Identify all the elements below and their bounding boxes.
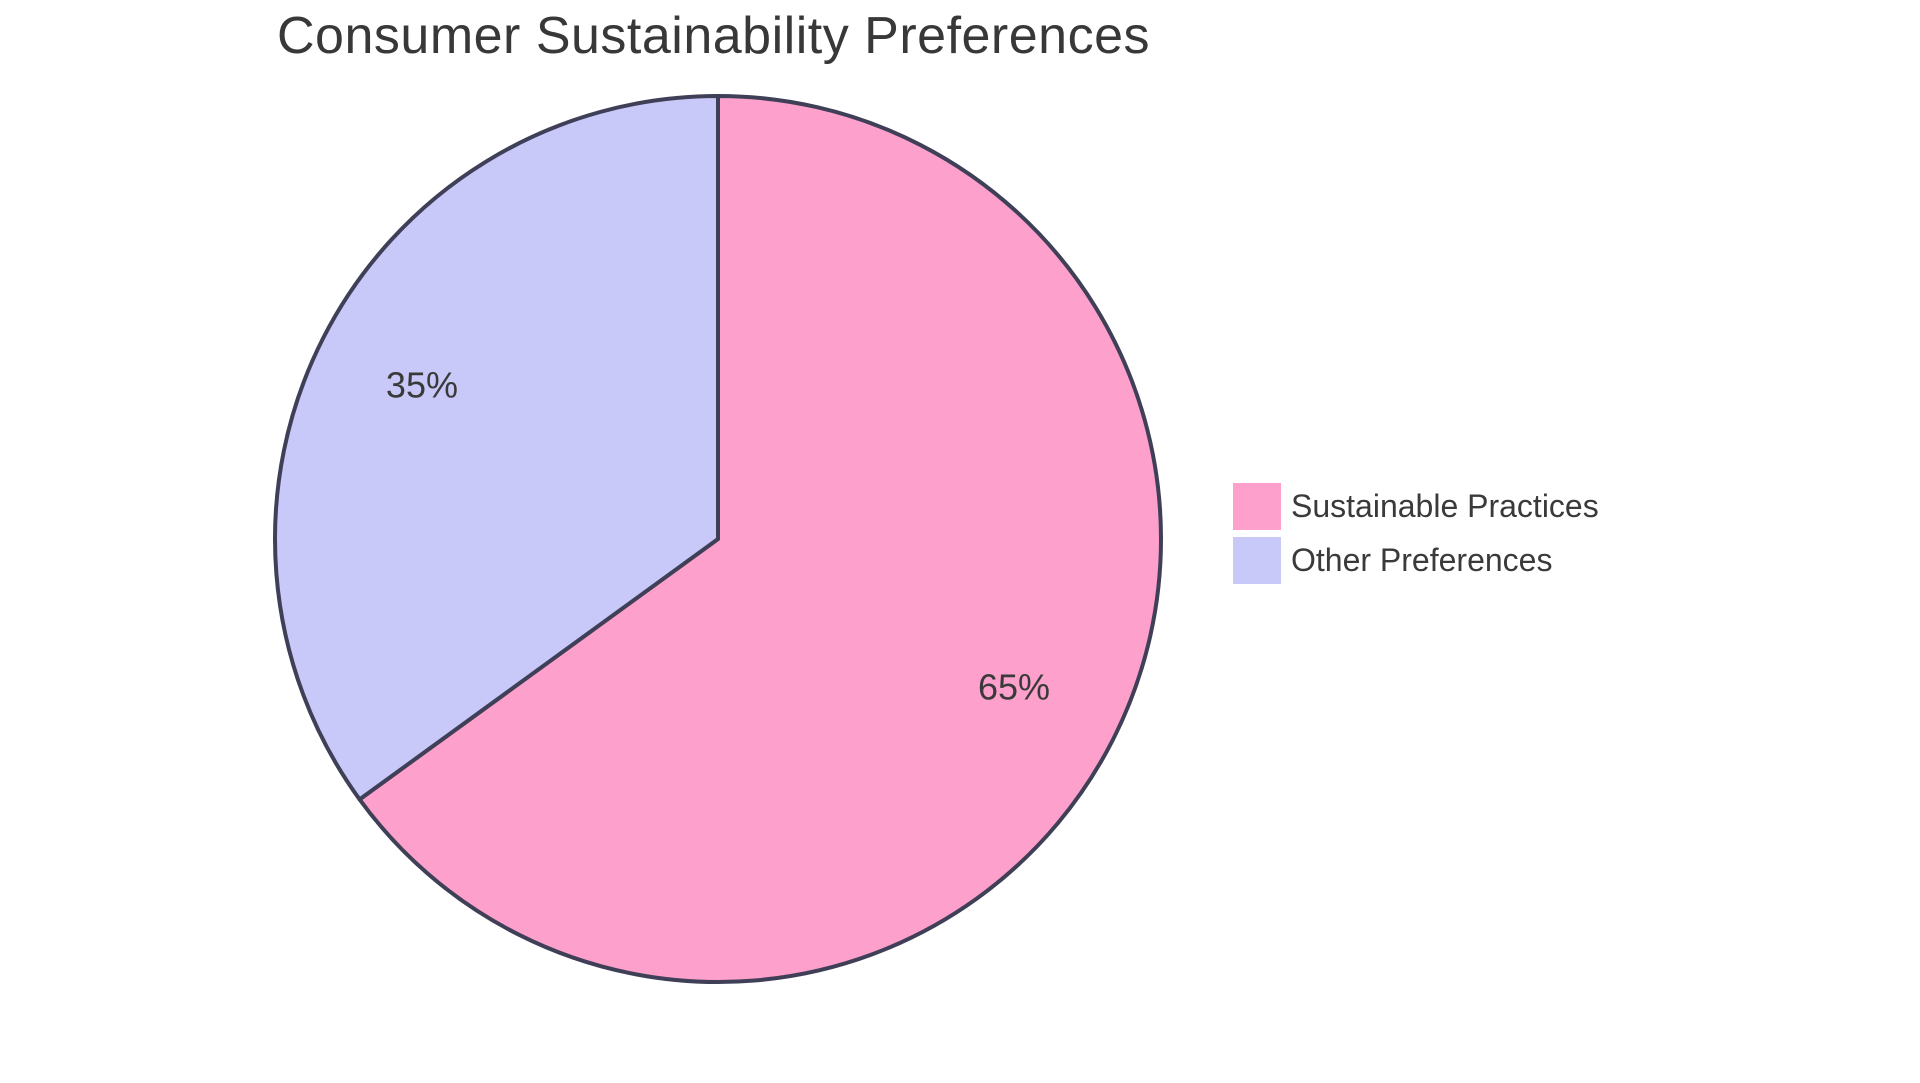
legend: Sustainable Practices Other Preferences [1233, 483, 1599, 584]
legend-label: Other Preferences [1291, 542, 1553, 578]
chart-title: Consumer Sustainability Preferences [277, 7, 1151, 65]
slice-value-label: 65% [978, 666, 1050, 707]
pie-slice-other-preferences[interactable] [272, 94, 720, 802]
pie-slice-sustainable-practices[interactable] [357, 94, 1163, 984]
legend-swatch-sustainable-practices [1233, 483, 1281, 530]
slice-value-label: 35% [386, 365, 458, 406]
legend-swatch-other-preferences [1233, 537, 1281, 584]
legend-item-other-preferences[interactable]: Other Preferences [1233, 537, 1599, 584]
legend-item-sustainable-practices[interactable]: Sustainable Practices [1233, 483, 1599, 530]
legend-label: Sustainable Practices [1291, 488, 1599, 524]
